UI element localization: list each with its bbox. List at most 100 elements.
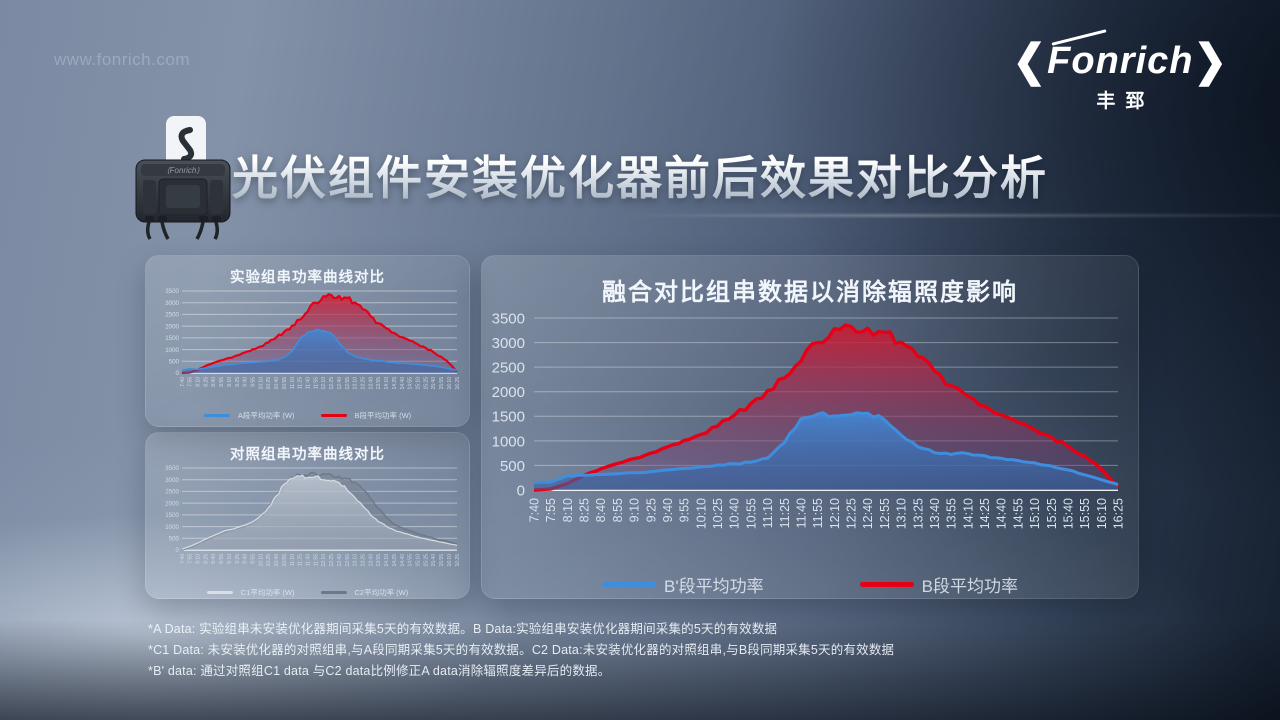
cable xyxy=(145,221,152,240)
svg-text:15:25: 15:25 xyxy=(1045,498,1059,529)
svg-text:13:40: 13:40 xyxy=(928,498,942,529)
fonrich-logo: ❮ Fonrich ❯ 丰郅 xyxy=(1012,29,1228,113)
svg-text:10:10: 10:10 xyxy=(694,498,708,529)
svg-text:10:10: 10:10 xyxy=(258,554,264,567)
svg-text:2000: 2000 xyxy=(165,323,179,330)
fused-chart-title: 融合对比组串数据以消除辐照度影响 xyxy=(602,279,1018,306)
svg-text:8:25: 8:25 xyxy=(203,377,209,387)
legend-line-swatch xyxy=(203,414,230,417)
svg-text:9:25: 9:25 xyxy=(644,498,658,522)
optimizer-device-image: ⟨Fonrich⟩ xyxy=(135,116,231,240)
svg-text:0: 0 xyxy=(176,547,180,554)
svg-text:0: 0 xyxy=(176,370,180,377)
footnote-line: *A Data: 实验组串未安装优化器期间采集5天的有效数据。B Data:实验… xyxy=(148,622,778,636)
logo-left-bracket-icon: ❮ xyxy=(1012,36,1048,86)
legend-item: B段平均功率 (W) xyxy=(320,410,412,421)
footnote-line: *C1 Data: 未安装优化器的对照组串,与A段同期采集5天的有效数据。C2 … xyxy=(148,643,895,657)
cable xyxy=(160,221,170,240)
svg-text:9:25: 9:25 xyxy=(235,377,241,387)
svg-text:10:25: 10:25 xyxy=(711,498,725,529)
chart-canvas: 3500 3000 2500 2000 1500 1000 500 07:40 7:55 8:10… xyxy=(165,288,461,390)
svg-text:1500: 1500 xyxy=(165,335,179,342)
svg-text:10:40: 10:40 xyxy=(728,498,742,529)
svg-text:500: 500 xyxy=(169,536,180,543)
svg-text:500: 500 xyxy=(169,359,180,366)
legend-label: B段平均功率 (W) xyxy=(354,411,412,420)
svg-text:8:40: 8:40 xyxy=(594,498,608,522)
legend-label: B'段平均功率 xyxy=(664,577,764,596)
svg-text:3500: 3500 xyxy=(165,288,179,295)
svg-text:13:25: 13:25 xyxy=(911,498,925,529)
legend-label: A段平均功率 (W) xyxy=(237,411,295,420)
legend-label: C1平均功率 (W) xyxy=(240,588,295,597)
svg-text:0: 0 xyxy=(517,482,525,499)
svg-text:9:55: 9:55 xyxy=(251,377,257,387)
svg-text:8:10: 8:10 xyxy=(196,554,202,564)
svg-text:13:40: 13:40 xyxy=(368,554,374,567)
svg-text:13:25: 13:25 xyxy=(361,377,367,390)
svg-text:15:10: 15:10 xyxy=(1028,498,1042,529)
svg-text:8:10: 8:10 xyxy=(196,377,202,387)
svg-text:10:10: 10:10 xyxy=(258,377,264,390)
svg-text:14:40: 14:40 xyxy=(400,377,406,390)
svg-text:14:40: 14:40 xyxy=(400,554,406,567)
svg-text:8:55: 8:55 xyxy=(611,498,625,522)
legend-line-swatch xyxy=(859,582,914,587)
svg-text:7:40: 7:40 xyxy=(180,554,186,564)
svg-text:12:10: 12:10 xyxy=(828,498,842,529)
svg-text:⟨Fonrich⟩: ⟨Fonrich⟩ xyxy=(167,166,201,175)
svg-text:7:55: 7:55 xyxy=(188,554,194,564)
svg-text:13:55: 13:55 xyxy=(945,498,959,529)
watermark-url: www.fonrich.com xyxy=(54,50,190,69)
svg-text:8:40: 8:40 xyxy=(211,377,217,387)
svg-text:15:55: 15:55 xyxy=(1078,498,1092,529)
svg-text:10:55: 10:55 xyxy=(744,498,758,529)
svg-text:8:10: 8:10 xyxy=(561,498,575,522)
svg-text:9:55: 9:55 xyxy=(251,554,257,564)
control-chart: 3500 3000 2500 2000 1500 1000 500 0 7:40 7:55 8:10… xyxy=(146,465,469,583)
chart-canvas: 3500 3000 2500 2000 1500 1000 500 07:40 7:55 8:10… xyxy=(492,310,1126,529)
svg-text:7:40: 7:40 xyxy=(528,498,542,522)
svg-text:8:40: 8:40 xyxy=(211,554,217,564)
svg-text:11:10: 11:10 xyxy=(290,377,296,389)
svg-text:10:40: 10:40 xyxy=(274,377,280,390)
cable xyxy=(213,221,220,240)
legend-line-swatch xyxy=(320,414,347,417)
svg-text:13:55: 13:55 xyxy=(376,554,382,567)
svg-text:12:55: 12:55 xyxy=(345,554,351,567)
fused-chart: 3500 3000 2500 2000 1500 1000 500 0 7:40 7:55 8:10… xyxy=(482,310,1138,560)
svg-text:8:25: 8:25 xyxy=(203,554,209,564)
fused-chart-legend: B'段平均功率 B段平均功率 xyxy=(482,560,1138,597)
svg-text:14:40: 14:40 xyxy=(995,498,1009,529)
svg-text:14:10: 14:10 xyxy=(384,554,390,567)
experiment-chart-title: 实验组串功率曲线对比 xyxy=(230,270,385,286)
svg-text:8:55: 8:55 xyxy=(219,377,225,387)
svg-text:15:55: 15:55 xyxy=(439,554,445,567)
svg-text:11:55: 11:55 xyxy=(811,498,825,528)
svg-text:3000: 3000 xyxy=(165,477,179,484)
legend-item: C2平均功率 (W) xyxy=(320,587,409,598)
svg-text:8:55: 8:55 xyxy=(219,554,225,564)
svg-text:11:55: 11:55 xyxy=(313,377,319,389)
svg-text:15:40: 15:40 xyxy=(431,554,437,567)
svg-text:11:10: 11:10 xyxy=(290,554,296,566)
svg-text:15:10: 15:10 xyxy=(416,554,422,567)
svg-text:16:25: 16:25 xyxy=(455,377,461,390)
svg-text:2500: 2500 xyxy=(492,360,525,377)
svg-text:11:40: 11:40 xyxy=(306,377,312,389)
control-chart-title: 对照组串功率曲线对比 xyxy=(230,447,385,463)
svg-text:13:10: 13:10 xyxy=(895,498,909,529)
svg-text:2000: 2000 xyxy=(492,384,525,401)
svg-text:3500: 3500 xyxy=(492,310,525,327)
svg-text:500: 500 xyxy=(500,458,525,475)
legend-label: C2平均功率 (W) xyxy=(354,588,409,597)
svg-text:14:25: 14:25 xyxy=(392,377,398,390)
legend-line-swatch xyxy=(206,591,233,594)
page-title: 光伏组件安装优化器前后效果对比分析 xyxy=(232,142,1048,208)
svg-text:12:25: 12:25 xyxy=(329,554,335,567)
svg-text:9:55: 9:55 xyxy=(678,498,692,522)
footnotes: *A Data: 实验组串未安装优化器期间采集5天的有效数据。B Data:实验… xyxy=(148,619,894,682)
svg-text:1000: 1000 xyxy=(492,433,525,450)
legend-label: B段平均功率 xyxy=(921,577,1018,596)
